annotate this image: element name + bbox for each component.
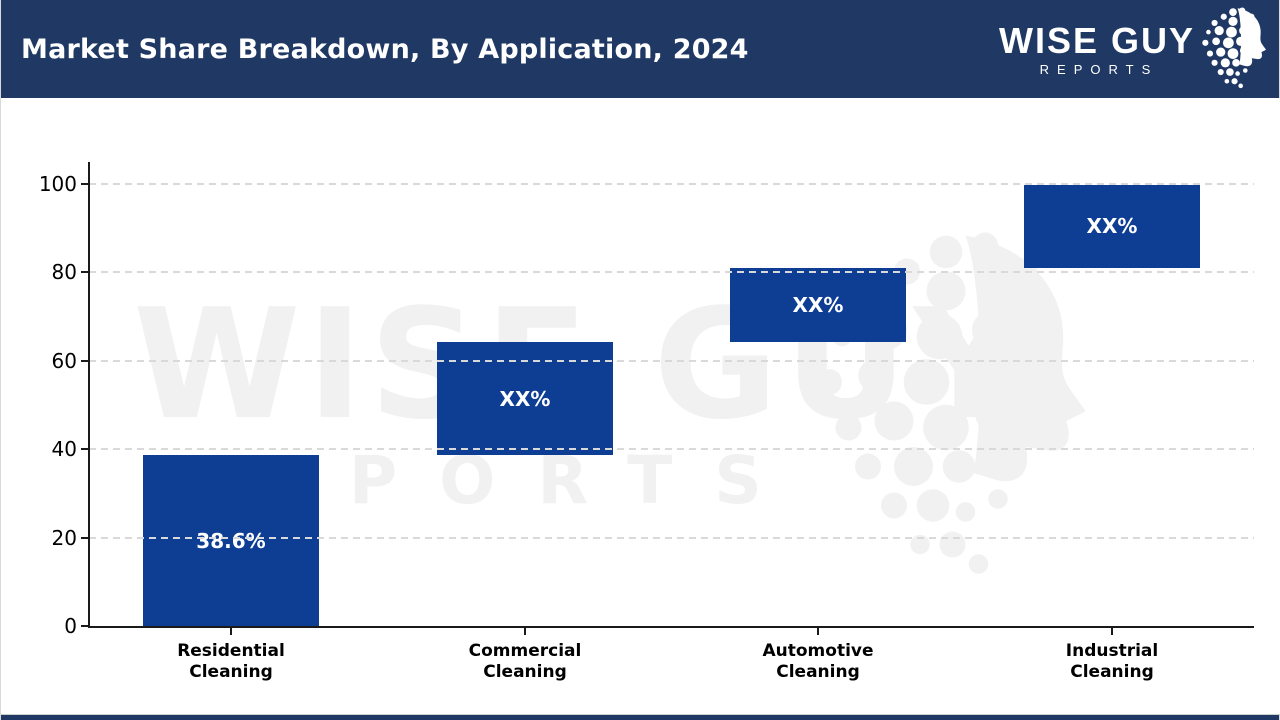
bar-3: XX% (730, 267, 906, 342)
logo-face-icon (1202, 7, 1267, 89)
plot: 38.6% XX% XX% XX% 0 20 40 60 80 100 Residential Cl… (1, 98, 1280, 714)
chart-area: WISE GUY REPORTS 38.6% XX% XX% XX% 0 20 40 60 80… (1, 98, 1280, 715)
y-tick-label-100: 100 (38, 172, 77, 196)
footer-bar (1, 715, 1279, 720)
logo-text: WISE GUY REPORTS (998, 19, 1195, 77)
y-tick-label-80: 80 (51, 260, 77, 285)
y-tick-60 (81, 359, 89, 362)
category-label-2: Commercial Cleaning (468, 641, 582, 682)
x-tick-2 (524, 628, 526, 635)
bar-value-label: 38.6% (196, 528, 266, 553)
x-tick-3 (817, 628, 819, 635)
gridline-80 (89, 271, 1254, 274)
header-bar: Market Share Breakdown, By Application, … (1, 0, 1279, 98)
gridline-20 (89, 536, 1254, 539)
y-tick-label-0: 0 (64, 614, 77, 638)
bar-value-label: XX% (1086, 214, 1138, 239)
y-tick-label-20: 20 (51, 525, 77, 550)
gridline-100 (89, 183, 1254, 185)
page-title: Market Share Breakdown, By Application, … (21, 33, 749, 65)
wiseguy-logo: WISE GUY REPORTS (999, 0, 1279, 98)
y-tick-label-40: 40 (51, 437, 77, 462)
y-tick-20 (81, 536, 89, 539)
y-tick-0 (81, 625, 89, 627)
gridline-40 (89, 448, 1254, 451)
bar-value-label: XX% (792, 292, 844, 317)
y-tick-label-60: 60 (51, 348, 77, 373)
gridline-60 (89, 359, 1254, 362)
logo-wordmark: WISE GUY (998, 19, 1195, 61)
x-tick-4 (1111, 628, 1113, 635)
bar-value-label: XX% (499, 386, 551, 411)
y-axis-spine (88, 161, 90, 628)
category-label-4: Industrial Cleaning (1065, 641, 1159, 682)
bar-1: 38.6% (143, 455, 319, 626)
y-tick-100 (81, 183, 89, 185)
bar-4: XX% (1024, 184, 1200, 268)
x-tick-1 (230, 628, 232, 635)
y-tick-80 (81, 271, 89, 274)
category-label-1: Residential Cleaning (177, 641, 285, 682)
logo-subtitle: REPORTS (1039, 61, 1159, 77)
category-label-3: Automotive Cleaning (762, 641, 874, 682)
x-axis-spine (88, 626, 1254, 628)
y-tick-40 (81, 448, 89, 451)
